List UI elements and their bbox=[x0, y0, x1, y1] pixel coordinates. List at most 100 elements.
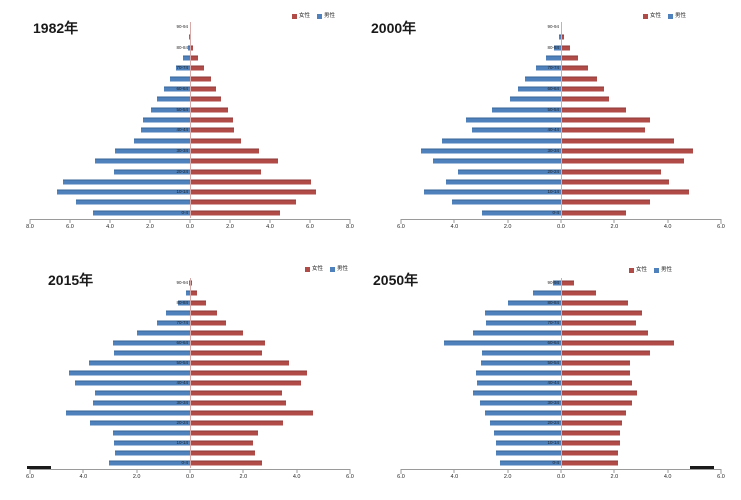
bar-male bbox=[183, 55, 190, 61]
bar-female bbox=[561, 34, 565, 40]
pyramid-row: 20-24 bbox=[30, 418, 350, 428]
bar-male bbox=[76, 199, 190, 205]
bar-male bbox=[533, 290, 561, 296]
pyramid-row-bars: 90-94 bbox=[30, 22, 350, 32]
bar-male bbox=[112, 340, 190, 346]
pyramid-row: 30-34 bbox=[401, 146, 721, 156]
x-axis-tick bbox=[613, 469, 615, 473]
x-axis-tick bbox=[269, 219, 271, 223]
pyramid-row: 50-54 bbox=[30, 105, 350, 115]
x-axis-tick-label: 4.0 bbox=[266, 224, 274, 230]
x-axis-tick-label: 6.0 bbox=[26, 474, 34, 480]
bar-male bbox=[481, 360, 561, 366]
bar-male bbox=[479, 400, 561, 406]
pyramid-row bbox=[30, 115, 350, 125]
legend-label-male: 男性 bbox=[675, 13, 687, 19]
pyramid-row-bars: 10-14 bbox=[401, 187, 721, 197]
pyramid-row bbox=[30, 368, 350, 378]
bar-female bbox=[561, 65, 588, 71]
chart-panel-2000: 2000年 女性 男性 0-4 10-14 20-24 30-34 40-44 50-54… bbox=[371, 0, 741, 250]
bar-male bbox=[421, 148, 561, 154]
pyramid-row-bars bbox=[401, 32, 721, 42]
x-axis-tick bbox=[400, 469, 402, 474]
bar-male bbox=[458, 169, 561, 175]
bar-female bbox=[190, 320, 226, 326]
bar-male bbox=[473, 330, 561, 336]
pyramid-row-bars: 10-14 bbox=[30, 438, 350, 448]
panel-title: 2050年 bbox=[373, 272, 419, 288]
pyramid-row bbox=[401, 32, 721, 42]
age-group-label: 20-24 bbox=[176, 419, 188, 425]
bar-male bbox=[473, 390, 561, 396]
bar-female bbox=[561, 310, 643, 316]
pyramid-row: 40-44 bbox=[30, 378, 350, 388]
pyramid-row: 80-84 bbox=[401, 298, 721, 308]
pyramid-row-bars bbox=[401, 448, 721, 458]
bar-female bbox=[190, 158, 278, 164]
pyramid-row-bars: 40-44 bbox=[30, 378, 350, 388]
x-axis: 6.0 4.0 2.0 0.0 2.0 4.0 6.0 bbox=[397, 469, 725, 483]
age-group-label: 50-54 bbox=[547, 106, 559, 112]
bar-female bbox=[561, 450, 619, 456]
pyramid-row-bars bbox=[30, 408, 350, 418]
age-group-label: 10-14 bbox=[176, 439, 188, 445]
bar-female bbox=[190, 189, 316, 195]
bar-female bbox=[190, 96, 221, 102]
age-group-label: 50-54 bbox=[547, 359, 559, 365]
bar-male bbox=[95, 390, 190, 396]
x-axis-tick-label: 4.0 bbox=[450, 224, 459, 230]
pyramid-row-bars bbox=[401, 53, 721, 63]
x-axis-tick bbox=[82, 469, 84, 473]
bar-female bbox=[190, 179, 311, 185]
x-axis-tick bbox=[667, 219, 669, 223]
pyramid-row-bars bbox=[30, 448, 350, 458]
pyramid-row: 60-64 bbox=[401, 84, 721, 94]
x-axis-tick-label: 4.0 bbox=[450, 474, 459, 480]
pyramid-row: 70-74 bbox=[401, 318, 721, 328]
bar-male bbox=[546, 55, 561, 61]
x-axis-tick bbox=[229, 219, 231, 223]
x-axis-tick-label: 2.0 bbox=[610, 224, 619, 230]
pyramid-row-bars bbox=[401, 197, 721, 207]
bar-female bbox=[561, 76, 597, 82]
pyramid-row bbox=[30, 197, 350, 207]
legend-item-male: 男性 bbox=[654, 267, 672, 274]
bar-female bbox=[561, 340, 675, 346]
age-group-label: 40-44 bbox=[547, 379, 559, 385]
x-axis-tick-label: 2.0 bbox=[132, 474, 141, 480]
chart-panel-2050: 2050年 女性 男性 0-4 10-14 20-24 30-34 40-44 50-54… bbox=[371, 250, 741, 500]
bar-female bbox=[190, 148, 259, 154]
bar-male bbox=[114, 440, 190, 446]
legend-label-female: 女性 bbox=[650, 13, 662, 19]
pyramid-row-bars bbox=[401, 135, 721, 145]
pyramid-row: 90-94 bbox=[401, 278, 721, 288]
bar-female bbox=[190, 400, 286, 406]
x-axis-tick bbox=[349, 219, 351, 224]
legend-label-male: 男性 bbox=[324, 13, 336, 19]
legend-item-male: 男性 bbox=[668, 13, 687, 20]
bar-male bbox=[482, 210, 561, 216]
x-axis-tick-label: 8.0 bbox=[26, 224, 34, 230]
bar-male bbox=[443, 340, 561, 346]
bar-female bbox=[561, 210, 627, 216]
bar-female bbox=[190, 350, 262, 356]
pyramid-row-bars bbox=[30, 328, 350, 338]
pyramid-row: 80-84 bbox=[30, 298, 350, 308]
bar-male bbox=[475, 370, 561, 376]
panel-title: 2015年 bbox=[48, 272, 94, 288]
bar-male bbox=[485, 410, 561, 416]
pyramid-row-bars bbox=[401, 428, 721, 438]
bar-male bbox=[143, 117, 190, 123]
pyramid-row: 20-24 bbox=[401, 166, 721, 176]
age-group-label: 40-44 bbox=[176, 127, 188, 133]
age-group-label: 20-24 bbox=[547, 168, 559, 174]
plot-area: 0-4 10-14 20-24 30-34 40-44 50-54 60-64 70-74 80… bbox=[401, 278, 721, 468]
pyramid-row bbox=[30, 177, 350, 187]
pyramid-row: 60-64 bbox=[30, 84, 350, 94]
bar-female bbox=[190, 330, 244, 336]
age-group-label: 80-84 bbox=[547, 299, 559, 305]
age-group-label: 30-34 bbox=[176, 147, 188, 153]
bar-female bbox=[561, 189, 689, 195]
pyramid-row-bars: 50-54 bbox=[30, 105, 350, 115]
pyramid-row bbox=[30, 388, 350, 398]
